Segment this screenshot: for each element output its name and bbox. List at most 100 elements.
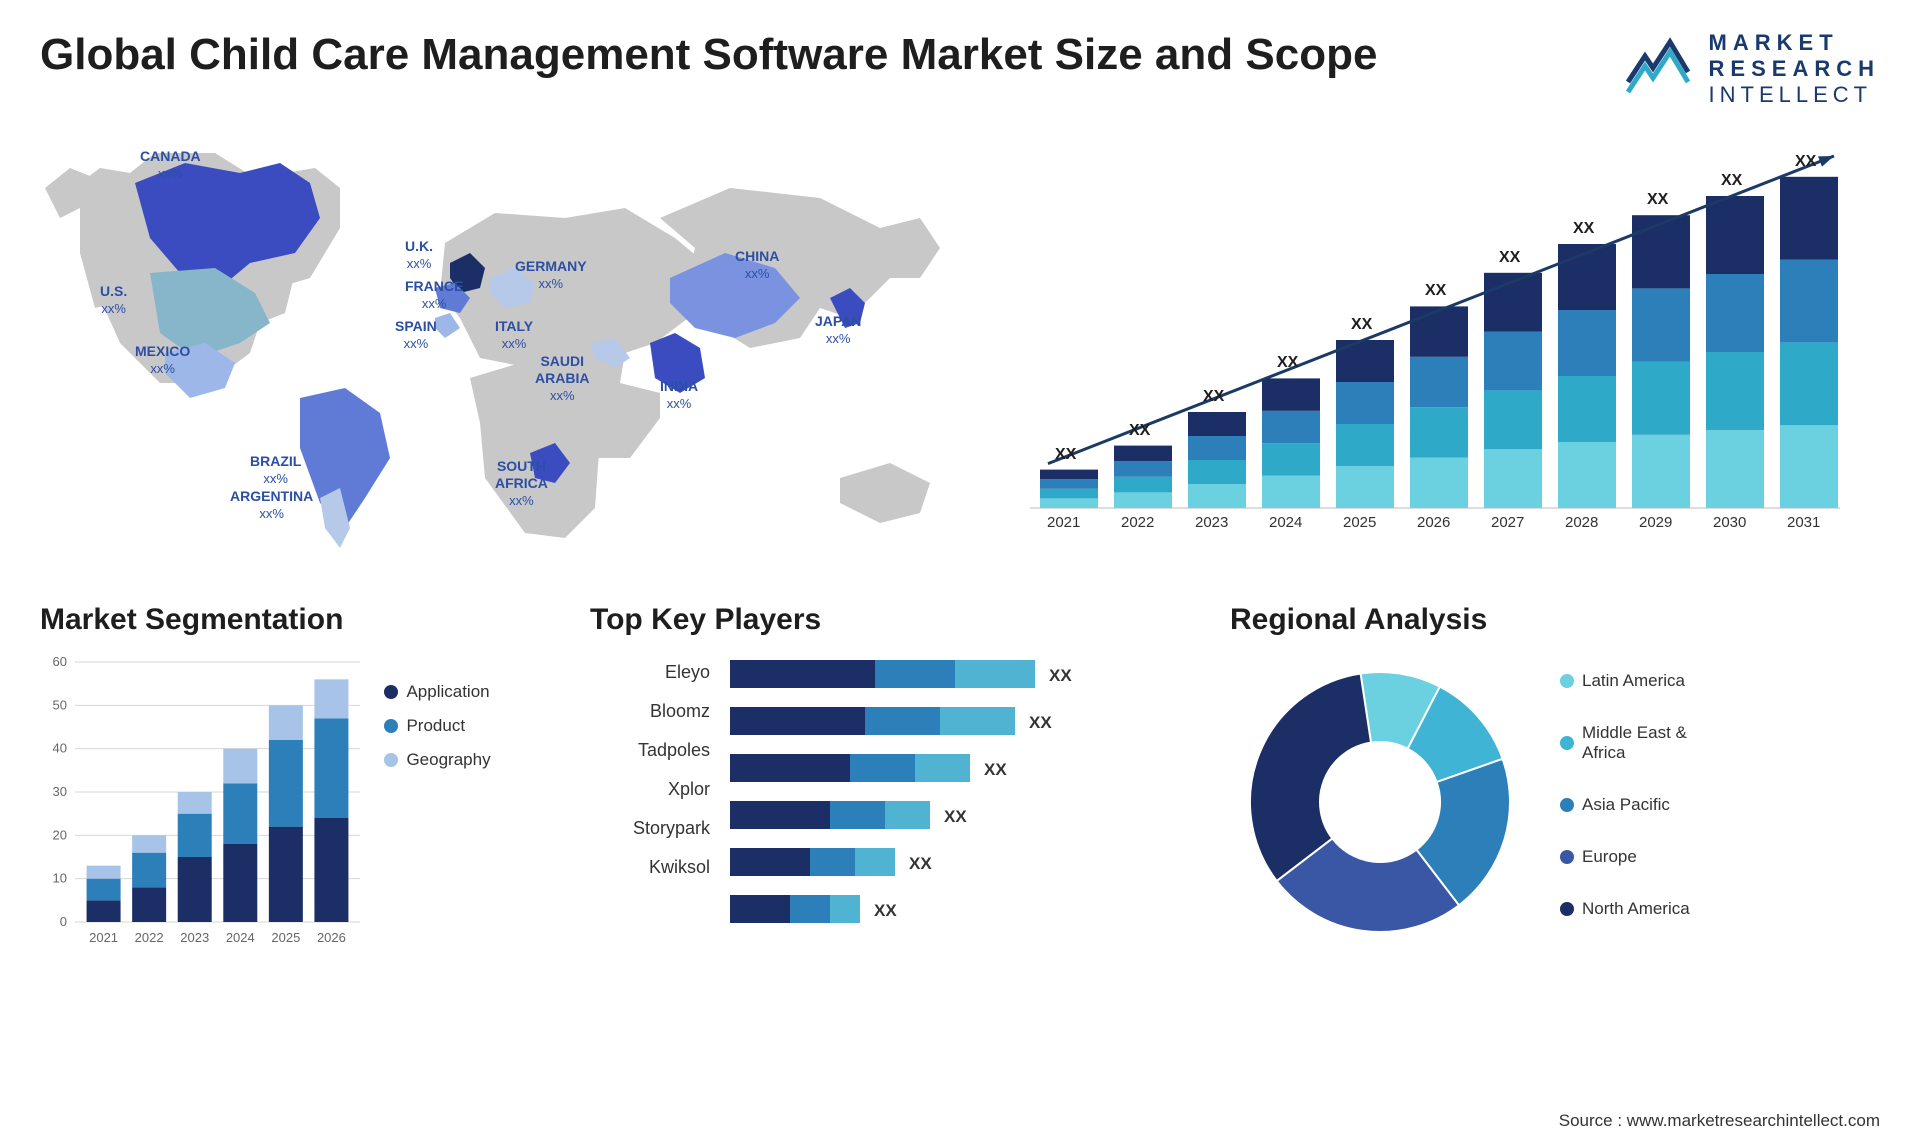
world-map: CANADAxx% U.S.xx% MEXICOxx% BRAZILxx%ARGENT…	[40, 128, 960, 558]
legend-label: Geography	[406, 750, 490, 770]
svg-text:10: 10	[53, 871, 67, 886]
growth-year-label: 2021	[1047, 514, 1080, 531]
map-label-u-k-: U.K.xx%	[405, 238, 433, 272]
growth-value-label: XX	[1721, 172, 1742, 190]
map-label-japan: JAPANxx%	[815, 313, 861, 347]
player-name: Storypark	[590, 818, 710, 839]
map-label-south-africa: SOUTHAFRICAxx%	[495, 458, 548, 508]
legend-label: Middle East &Africa	[1582, 723, 1687, 763]
map-label-saudi-arabia: SAUDIARABIAxx%	[535, 353, 589, 403]
logo-line1: MARKET	[1709, 30, 1880, 56]
growth-value-label: XX	[1351, 316, 1372, 334]
growth-value-label: XX	[1277, 354, 1298, 372]
map-label-italy: ITALYxx%	[495, 318, 533, 352]
region-legend-item: Asia Pacific	[1560, 795, 1690, 815]
legend-dot	[384, 753, 398, 767]
svg-text:0: 0	[60, 914, 67, 929]
svg-text:60: 60	[53, 654, 67, 669]
map-label-argentina: ARGENTINAxx%	[230, 488, 313, 522]
svg-text:2023: 2023	[180, 930, 209, 945]
region-legend-item: North America	[1560, 899, 1690, 919]
growth-value-label: XX	[1203, 388, 1224, 406]
growth-value-label: XX	[1129, 422, 1150, 440]
growth-year-label: 2028	[1565, 514, 1598, 531]
legend-dot	[1560, 850, 1574, 864]
svg-text:50: 50	[53, 697, 67, 712]
svg-text:2024: 2024	[226, 930, 255, 945]
map-label-mexico: MEXICOxx%	[135, 343, 190, 377]
svg-text:XX: XX	[1029, 713, 1052, 732]
svg-text:2021: 2021	[89, 930, 118, 945]
player-name: Kwiksol	[590, 857, 710, 878]
growth-year-label: 2030	[1713, 514, 1746, 531]
growth-value-label: XX	[1573, 220, 1594, 238]
segmentation-legend: Application Product Geography	[384, 682, 490, 784]
regional-title: Regional Analysis	[1230, 603, 1880, 637]
growth-year-label: 2023	[1195, 514, 1228, 531]
regional-panel: Regional Analysis Latin America Middle Ea…	[1230, 603, 1880, 952]
svg-text:20: 20	[53, 827, 67, 842]
svg-text:XX: XX	[944, 807, 967, 826]
map-label-brazil: BRAZILxx%	[250, 453, 301, 487]
growth-year-label: 2026	[1417, 514, 1450, 531]
legend-dot	[384, 719, 398, 733]
growth-value-label: XX	[1499, 249, 1520, 267]
growth-year-label: 2024	[1269, 514, 1302, 531]
svg-text:2022: 2022	[135, 930, 164, 945]
region-legend-item: Middle East &Africa	[1560, 723, 1690, 763]
growth-year-label: 2022	[1121, 514, 1154, 531]
segmentation-title: Market Segmentation	[40, 603, 560, 637]
players-panel: Top Key Players Eleyo Bloomz Tadpoles Xplor…	[590, 603, 1200, 952]
growth-value-label: XX	[1795, 153, 1816, 171]
logo-line2: RESEARCH	[1709, 56, 1880, 82]
legend-label: Product	[406, 716, 465, 736]
seg-legend-item: Application	[384, 682, 490, 702]
svg-text:XX: XX	[874, 901, 897, 920]
svg-text:2025: 2025	[271, 930, 300, 945]
map-label-canada: CANADAxx%	[140, 148, 201, 182]
legend-dot	[1560, 798, 1574, 812]
player-name: Xplor	[590, 779, 710, 800]
seg-legend-item: Product	[384, 716, 490, 736]
legend-label: Asia Pacific	[1582, 795, 1670, 815]
svg-text:XX: XX	[1049, 666, 1072, 685]
growth-chart: XX XX XX XX XX XX XX XX XX XX XX 2021 2022 2023 2024 2…	[1000, 128, 1870, 558]
map-label-germany: GERMANYxx%	[515, 258, 587, 292]
map-label-u-s-: U.S.xx%	[100, 283, 127, 317]
legend-label: Application	[406, 682, 489, 702]
page-title: Global Child Care Management Software Ma…	[40, 30, 1377, 80]
growth-year-label: 2029	[1639, 514, 1672, 531]
legend-dot	[1560, 674, 1574, 688]
legend-dot	[1560, 736, 1574, 750]
player-name: Tadpoles	[590, 740, 710, 761]
svg-text:XX: XX	[984, 760, 1007, 779]
growth-year-label: 2027	[1491, 514, 1524, 531]
map-label-france: FRANCExx%	[405, 278, 463, 312]
growth-value-label: XX	[1425, 282, 1446, 300]
growth-value-label: XX	[1647, 191, 1668, 209]
logo-line3: INTELLECT	[1709, 82, 1880, 108]
legend-dot	[384, 685, 398, 699]
legend-label: Europe	[1582, 847, 1637, 867]
map-label-china: CHINAxx%	[735, 248, 779, 282]
players-title: Top Key Players	[590, 603, 1200, 637]
brand-logo: MARKET RESEARCH INTELLECT	[1623, 30, 1880, 108]
map-label-spain: SPAINxx%	[395, 318, 437, 352]
svg-text:40: 40	[53, 741, 67, 756]
legend-label: North America	[1582, 899, 1690, 919]
regional-donut	[1230, 652, 1530, 952]
growth-year-label: 2025	[1343, 514, 1376, 531]
svg-text:2026: 2026	[317, 930, 346, 945]
seg-legend-item: Geography	[384, 750, 490, 770]
regional-legend: Latin America Middle East &Africa Asia Pac…	[1560, 671, 1690, 933]
player-names: Eleyo Bloomz Tadpoles Xplor Storypark Kwiksol	[590, 662, 710, 878]
legend-label: Latin America	[1582, 671, 1685, 691]
growth-year-label: 2031	[1787, 514, 1820, 531]
player-name: Bloomz	[590, 701, 710, 722]
map-label-india: INDIAxx%	[660, 378, 698, 412]
region-legend-item: Europe	[1560, 847, 1690, 867]
region-legend-item: Latin America	[1560, 671, 1690, 691]
player-name: Eleyo	[590, 662, 710, 683]
segmentation-chart: 0102030405060202120222023202420252026	[40, 652, 370, 952]
growth-value-label: XX	[1055, 446, 1076, 464]
